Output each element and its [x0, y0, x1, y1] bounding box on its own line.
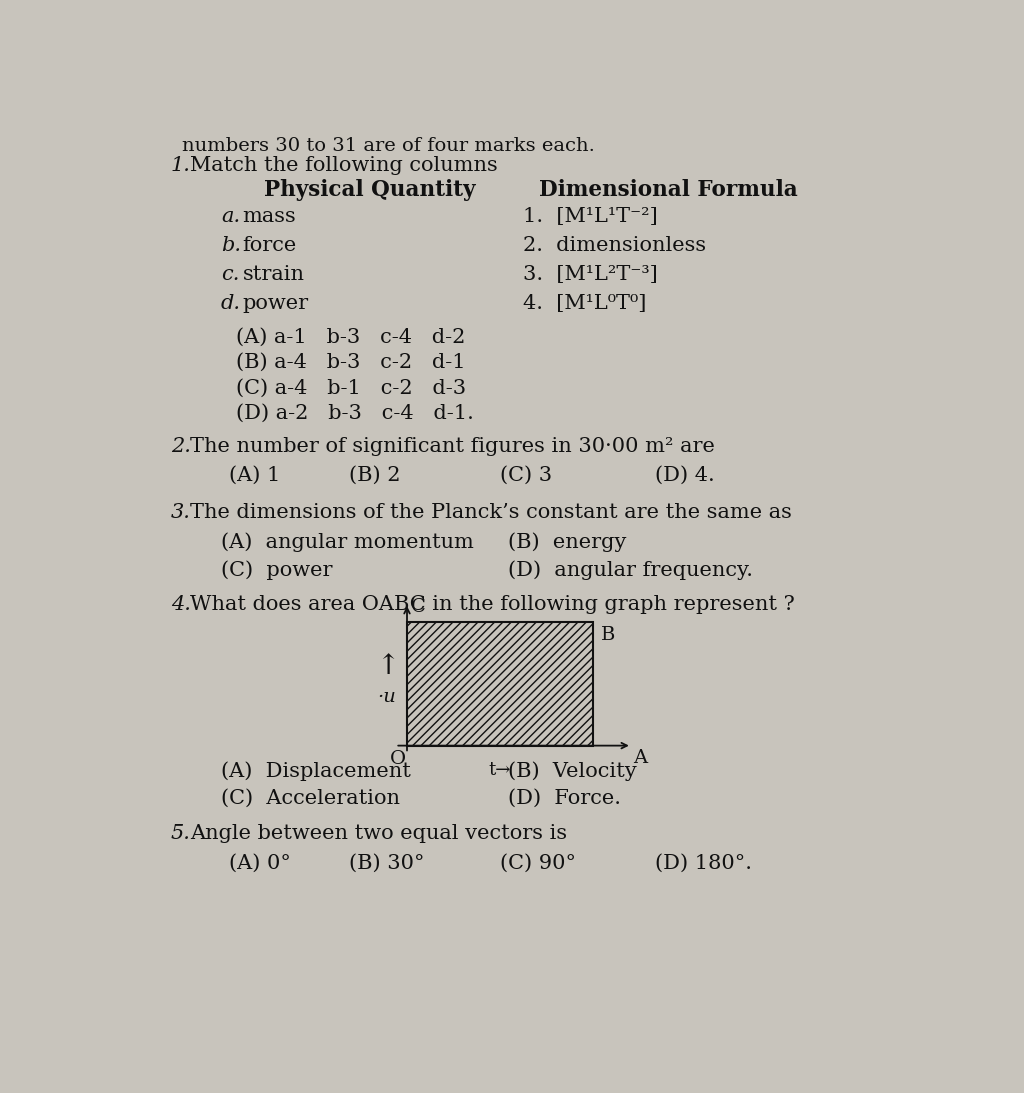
Text: force: force — [243, 236, 297, 255]
Text: Angle between two equal vectors is: Angle between two equal vectors is — [190, 824, 567, 843]
Text: 4.  [M¹L⁰T⁰]: 4. [M¹L⁰T⁰] — [523, 294, 646, 314]
Text: (C) 90°: (C) 90° — [500, 854, 575, 872]
Text: ↑: ↑ — [376, 654, 399, 680]
Text: The dimensions of the Planck’s constant are the same as: The dimensions of the Planck’s constant … — [190, 503, 792, 522]
Text: The number of significant figures in 30·00 m² are: The number of significant figures in 30·… — [190, 437, 715, 456]
Text: (D)  angular frequency.: (D) angular frequency. — [508, 560, 753, 579]
Text: (A) 1: (A) 1 — [228, 466, 281, 485]
Text: 2.  dimensionless: 2. dimensionless — [523, 236, 707, 255]
Text: (D) a-2   b-3   c-4   d-1.: (D) a-2 b-3 c-4 d-1. — [237, 403, 474, 423]
Text: B: B — [601, 626, 615, 644]
Text: 1.  [M¹L¹T⁻²]: 1. [M¹L¹T⁻²] — [523, 207, 658, 225]
Text: 3.  [M¹L²T⁻³]: 3. [M¹L²T⁻³] — [523, 266, 658, 284]
Text: (D)  Force.: (D) Force. — [508, 789, 621, 808]
Text: 4.: 4. — [171, 596, 190, 614]
Text: power: power — [243, 294, 309, 314]
Text: Physical Quantity: Physical Quantity — [263, 179, 475, 201]
Text: (B) 30°: (B) 30° — [349, 854, 424, 872]
Text: (B)  Velocity: (B) Velocity — [508, 761, 637, 780]
Text: O: O — [390, 750, 407, 768]
Text: (C)  Acceleration: (C) Acceleration — [221, 789, 400, 808]
Text: (C) a-4   b-1   c-2   d-3: (C) a-4 b-1 c-2 d-3 — [237, 378, 467, 398]
Bar — [407, 622, 593, 745]
Text: numbers 30 to 31 are of four marks each.: numbers 30 to 31 are of four marks each. — [182, 138, 595, 155]
Text: (A)  Displacement: (A) Displacement — [221, 761, 411, 780]
Text: 3.: 3. — [171, 503, 190, 522]
Text: (A)  angular momentum: (A) angular momentum — [221, 532, 474, 552]
Text: (D) 180°.: (D) 180°. — [655, 854, 752, 872]
Text: (A) 0°: (A) 0° — [228, 854, 291, 872]
Text: a.: a. — [221, 207, 240, 225]
Text: t→: t→ — [488, 761, 511, 779]
Text: 1.: 1. — [171, 156, 190, 175]
Text: (D) 4.: (D) 4. — [655, 466, 715, 485]
Text: Dimensional Formula: Dimensional Formula — [539, 179, 798, 201]
Text: strain: strain — [243, 266, 305, 284]
Text: c.: c. — [221, 266, 240, 284]
Text: A: A — [633, 750, 647, 767]
Text: (B)  energy: (B) energy — [508, 532, 626, 552]
Text: mass: mass — [243, 207, 297, 225]
Text: (A) a-1   b-3   c-4   d-2: (A) a-1 b-3 c-4 d-2 — [237, 328, 466, 346]
Text: (B) 2: (B) 2 — [349, 466, 400, 485]
Text: (C)  power: (C) power — [221, 560, 333, 579]
Text: 2.: 2. — [171, 437, 190, 456]
Text: b.: b. — [221, 236, 241, 255]
Text: (B) a-4   b-3   c-2   d-1: (B) a-4 b-3 c-2 d-1 — [237, 353, 466, 372]
Text: ·u: ·u — [378, 687, 396, 706]
Text: d.: d. — [221, 294, 241, 314]
Text: 5.: 5. — [171, 824, 190, 843]
Text: What does area OABC in the following graph represent ?: What does area OABC in the following gra… — [190, 596, 795, 614]
Text: C: C — [411, 598, 426, 615]
Text: (C) 3: (C) 3 — [500, 466, 552, 485]
Text: Match the following columns: Match the following columns — [190, 156, 498, 175]
